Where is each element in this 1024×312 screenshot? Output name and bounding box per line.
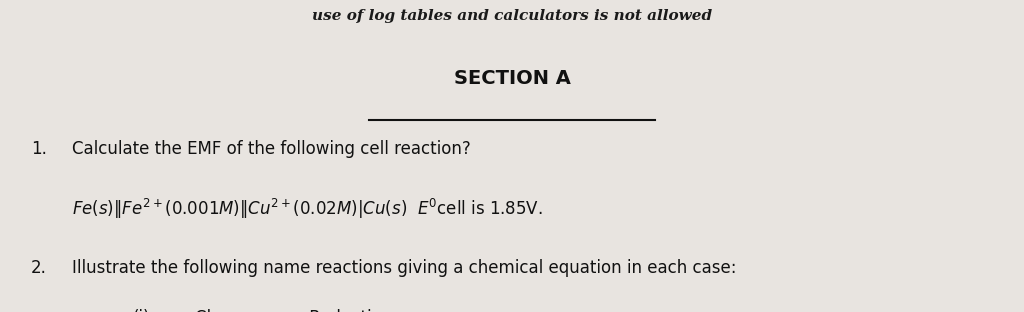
Text: $\mathit{Fe(s)\Vert Fe^{2+}(0.001M)\Vert Cu^{2+}(0.02M)\vert Cu(s)}$  $E^{0}$cel: $\mathit{Fe(s)\Vert Fe^{2+}(0.001M)\Vert…	[72, 197, 543, 221]
Text: SECTION A: SECTION A	[454, 69, 570, 88]
Text: (i): (i)	[133, 309, 151, 312]
Text: use of log tables and calculators is not allowed: use of log tables and calculators is not…	[312, 9, 712, 23]
Text: Calculate the EMF of the following cell reaction?: Calculate the EMF of the following cell …	[72, 140, 470, 158]
Text: Clemmenson Reduction: Clemmenson Reduction	[195, 309, 392, 312]
Text: 2.: 2.	[31, 259, 47, 277]
Text: 1.: 1.	[31, 140, 47, 158]
Text: Illustrate the following name reactions giving a chemical equation in each case:: Illustrate the following name reactions …	[72, 259, 736, 277]
